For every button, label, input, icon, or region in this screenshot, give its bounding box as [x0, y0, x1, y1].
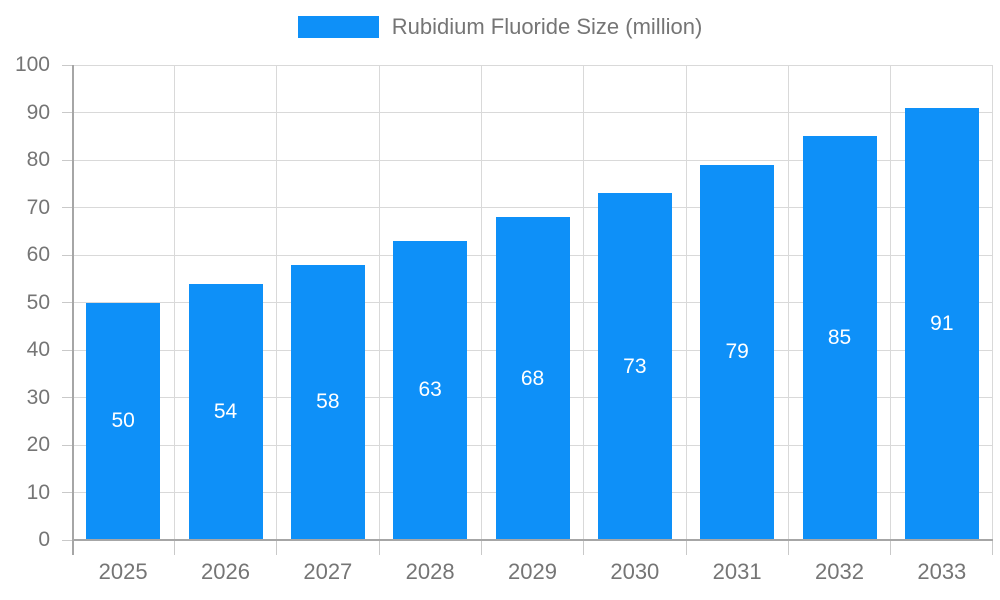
gridline-horizontal	[72, 112, 993, 113]
gridline-vertical	[480, 65, 482, 540]
bar-2032[interactable]: 85	[802, 136, 877, 540]
gridline-vertical	[276, 65, 278, 540]
gridline-horizontal	[72, 64, 993, 66]
bar-value-label: 63	[418, 378, 442, 402]
bar-2026[interactable]: 54	[188, 283, 263, 540]
bar-value-label: 73	[623, 354, 647, 378]
bar-value-label: 58	[316, 390, 340, 414]
y-axis-tick-label: 30	[26, 385, 50, 409]
x-axis-tick	[991, 540, 993, 555]
y-axis-labels: 0 10 20 30 40 50 60 70 80 90 100	[0, 53, 62, 551]
bar-value-label: 85	[827, 326, 852, 350]
x-axis-tick	[890, 540, 892, 555]
y-axis-tick	[62, 254, 72, 256]
y-axis-tick-label: 0	[38, 528, 50, 551]
y-axis-line	[72, 65, 74, 555]
y-axis-tick	[62, 539, 72, 541]
y-axis-tick	[62, 444, 72, 446]
x-axis-labels: 2025 2026 2027 2028 2029 2030 2031 2032 2033	[72, 552, 993, 596]
gridline-vertical	[787, 65, 789, 540]
legend: Rubidium Fluoride Size (million)	[0, 14, 1000, 40]
gridline-vertical	[378, 65, 380, 540]
x-axis-tick	[787, 540, 789, 555]
x-axis-tick	[583, 540, 585, 555]
legend-swatch[interactable]	[297, 16, 379, 38]
y-axis-tick	[62, 397, 72, 398]
y-axis-tick-label: 50	[26, 290, 50, 314]
gridline-vertical	[685, 65, 687, 540]
bar-2031[interactable]: 79	[700, 164, 775, 540]
y-axis-tick	[62, 112, 72, 113]
bar-value-label: 79	[725, 340, 749, 364]
x-axis-tick-label: 2029	[508, 559, 557, 584]
y-axis-tick-label: 80	[26, 148, 50, 171]
x-axis-tick-label: 2027	[303, 559, 353, 584]
gridline-vertical	[991, 65, 993, 540]
y-axis-tick-label: 100	[14, 53, 50, 76]
x-axis-tick-label: 2030	[610, 559, 660, 584]
x-axis-tick-label: 2025	[98, 559, 148, 584]
y-axis-tick	[62, 159, 72, 161]
gridline-vertical	[890, 65, 892, 540]
bar-2025[interactable]: 50	[86, 302, 161, 540]
y-axis-tick-label: 40	[26, 338, 50, 361]
y-axis-tick-label: 90	[26, 100, 50, 124]
bar-value-label: 91	[930, 311, 954, 335]
y-axis-tick	[62, 64, 72, 66]
x-axis-tick	[173, 540, 175, 555]
x-axis-tick	[480, 540, 482, 555]
x-axis-tick	[378, 540, 380, 555]
y-axis-tick-label: 20	[26, 433, 50, 456]
x-axis-tick-label: 2032	[815, 559, 864, 584]
bar-value-label: 68	[520, 366, 545, 390]
x-axis-tick-label: 2033	[917, 559, 967, 584]
y-axis-tick	[62, 207, 72, 208]
gridline-vertical	[583, 65, 585, 540]
bar-2028[interactable]: 63	[393, 240, 468, 540]
legend-label[interactable]: Rubidium Fluoride Size (million)	[391, 14, 703, 39]
gridline-horizontal	[72, 207, 993, 208]
y-axis-tick	[62, 302, 72, 303]
bar-2033[interactable]: 91	[904, 107, 979, 540]
plot-area: 50 54 58 63 68 73 79 85 91	[62, 64, 993, 555]
bar-value-label: 54	[213, 399, 238, 423]
bar-2029[interactable]: 68	[495, 217, 570, 540]
y-axis-tick-label: 10	[26, 480, 50, 504]
x-axis-tick-label: 2031	[712, 559, 762, 584]
x-axis-line	[72, 539, 993, 541]
x-axis-tick	[276, 540, 278, 555]
y-axis-tick-label: 60	[26, 243, 50, 266]
bar-2027[interactable]: 58	[290, 264, 365, 540]
gridline-horizontal	[72, 159, 993, 161]
x-axis-tick-label: 2028	[405, 559, 455, 584]
bar-value-label: 50	[111, 409, 135, 433]
x-axis-tick	[685, 540, 687, 555]
x-axis-tick-label: 2026	[201, 559, 250, 584]
y-axis-tick	[62, 349, 72, 351]
bar-2030[interactable]: 73	[597, 193, 672, 540]
y-axis-tick	[62, 492, 72, 493]
gridline-vertical	[173, 65, 175, 540]
y-axis-tick-label: 70	[26, 195, 50, 219]
